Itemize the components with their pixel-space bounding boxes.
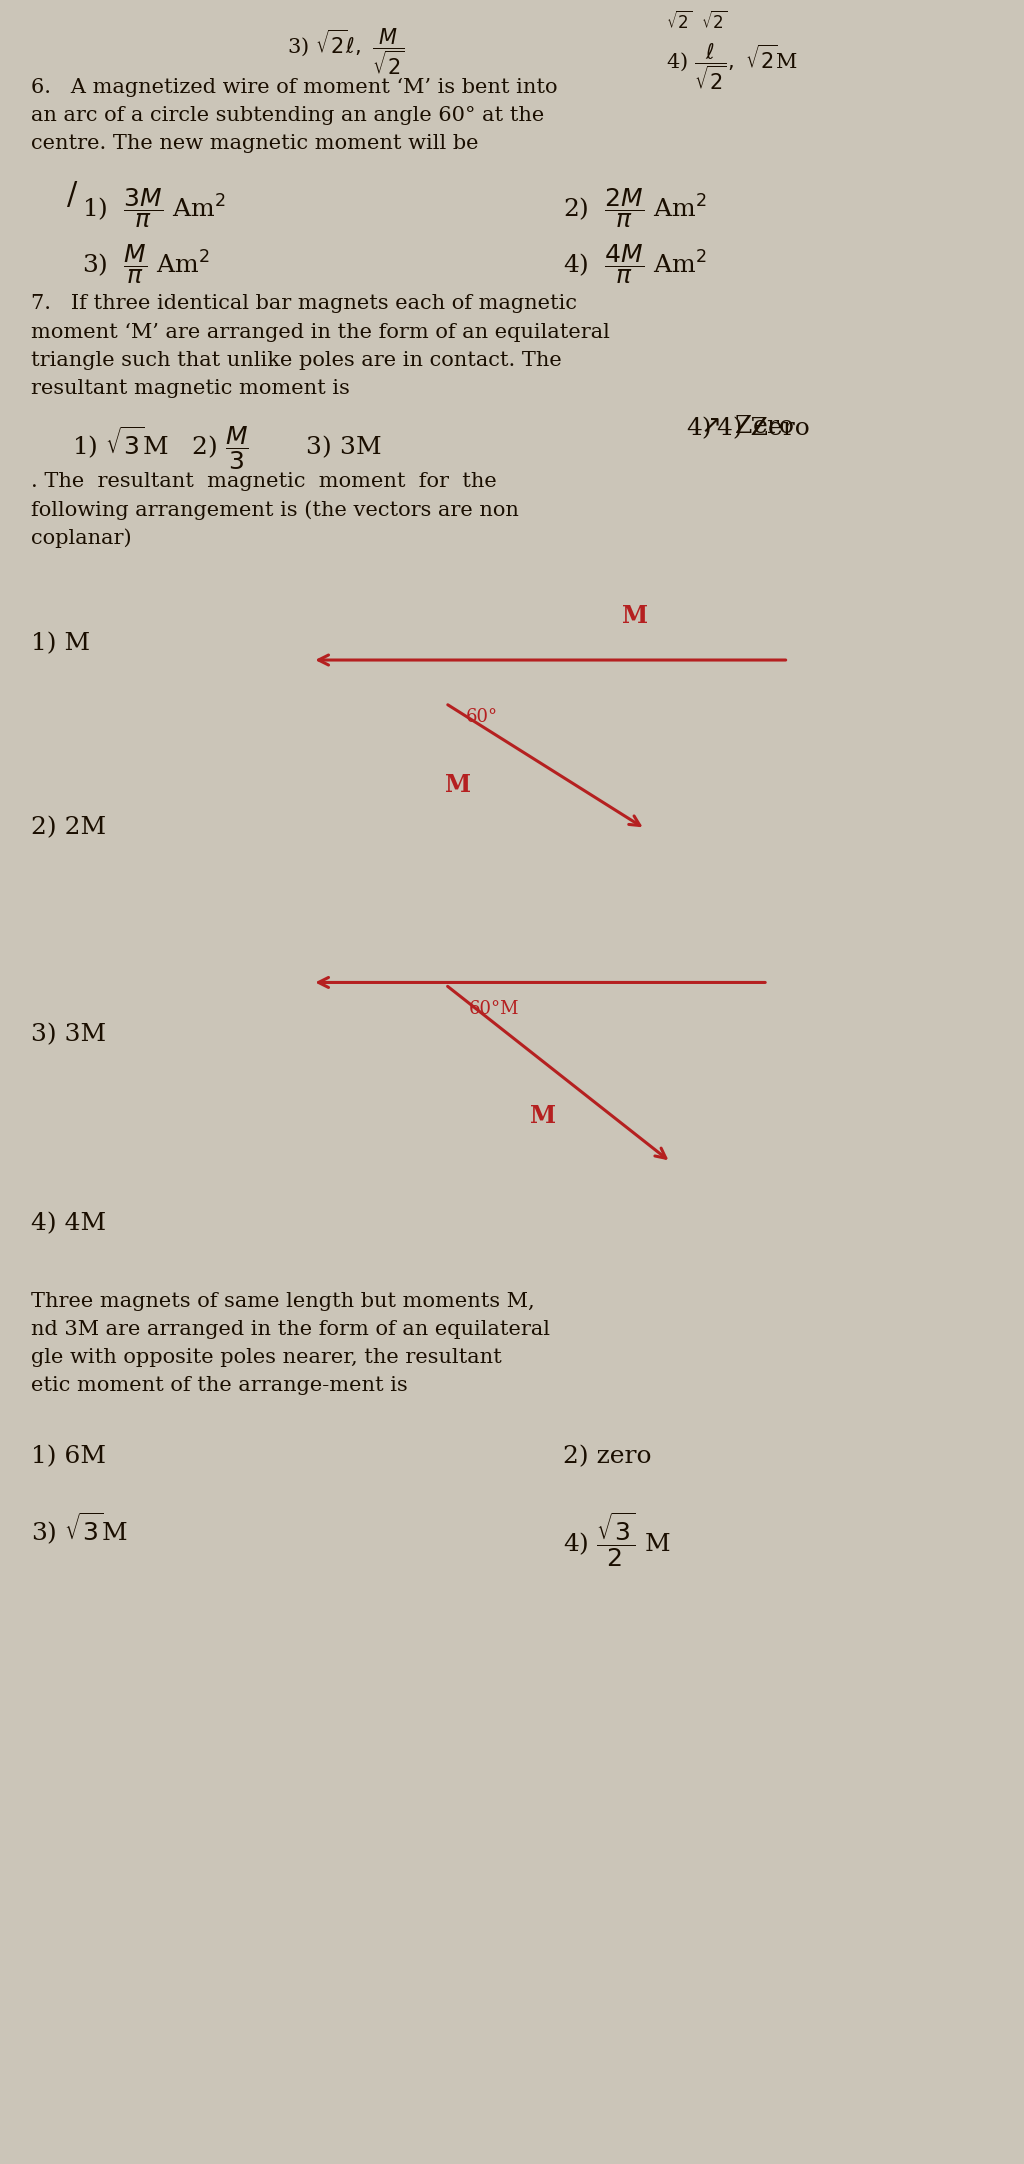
Text: 4): 4)	[686, 418, 712, 441]
Text: an arc of a circle subtending an angle 60° at the: an arc of a circle subtending an angle 6…	[31, 106, 544, 126]
Text: triangle such that unlike poles are in contact. The: triangle such that unlike poles are in c…	[31, 351, 561, 370]
Text: 4) 4M: 4) 4M	[31, 1212, 105, 1236]
Text: resultant magnetic moment is: resultant magnetic moment is	[31, 379, 349, 398]
Text: 1)  $\dfrac{3M}{\pi}$ Am$^2$: 1) $\dfrac{3M}{\pi}$ Am$^2$	[82, 186, 225, 229]
Text: 6.   A magnetized wire of moment ‘M’ is bent into: 6. A magnetized wire of moment ‘M’ is be…	[31, 78, 557, 97]
Text: 3) $\sqrt{2}\ell,\ \dfrac{M}{\sqrt{2}}$: 3) $\sqrt{2}\ell,\ \dfrac{M}{\sqrt{2}}$	[287, 26, 404, 78]
Text: coplanar): coplanar)	[31, 528, 131, 547]
Text: 3) $\sqrt{3}$M: 3) $\sqrt{3}$M	[31, 1510, 127, 1547]
Text: Three magnets of same length but moments M,: Three magnets of same length but moments…	[31, 1292, 535, 1311]
Text: $\sqrt{2}\ \ \sqrt{2}$: $\sqrt{2}\ \ \sqrt{2}$	[666, 11, 727, 32]
Text: 60°M: 60°M	[469, 1000, 519, 1017]
Text: 4) $\dfrac{\sqrt{3}}{2}$ M: 4) $\dfrac{\sqrt{3}}{2}$ M	[563, 1510, 671, 1569]
Text: 3)  $\dfrac{M}{\pi}$ Am$^2$: 3) $\dfrac{M}{\pi}$ Am$^2$	[82, 242, 210, 286]
Text: . The  resultant  magnetic  moment  for  the: . The resultant magnetic moment for the	[31, 472, 497, 491]
Text: /: /	[67, 180, 77, 210]
Text: 7.   If three identical bar magnets each of magnetic: 7. If three identical bar magnets each o…	[31, 294, 577, 314]
Text: 2) zero: 2) zero	[563, 1446, 651, 1469]
Text: 2) 2M: 2) 2M	[31, 816, 105, 840]
Text: gle with opposite poles nearer, the resultant: gle with opposite poles nearer, the resu…	[31, 1348, 502, 1368]
Text: 60°: 60°	[466, 708, 498, 725]
Text: $\nearrow$ Zero: $\nearrow$ Zero	[696, 415, 795, 439]
Text: 4)  $\dfrac{4M}{\pi}$ Am$^2$: 4) $\dfrac{4M}{\pi}$ Am$^2$	[563, 242, 707, 286]
Text: 3) 3M: 3) 3M	[31, 1024, 105, 1047]
Text: nd 3M are arranged in the form of an equilateral: nd 3M are arranged in the form of an equ…	[31, 1320, 550, 1340]
Text: 1) $\sqrt{3}$M   2) $\dfrac{M}{3}$       3) 3M: 1) $\sqrt{3}$M 2) $\dfrac{M}{3}$ 3) 3M	[72, 424, 381, 472]
Text: moment ‘M’ are arranged in the form of an equilateral: moment ‘M’ are arranged in the form of a…	[31, 322, 609, 342]
Text: 4) Zero: 4) Zero	[717, 418, 810, 441]
Text: centre. The new magnetic moment will be: centre. The new magnetic moment will be	[31, 134, 478, 154]
Text: following arrangement is (the vectors are non: following arrangement is (the vectors ar…	[31, 500, 518, 519]
Text: 1) M: 1) M	[31, 632, 90, 656]
Text: etic moment of the arrange-ment is: etic moment of the arrange-ment is	[31, 1376, 408, 1396]
Text: M: M	[445, 773, 472, 796]
Text: 1) 6M: 1) 6M	[31, 1446, 105, 1469]
Text: 2)  $\dfrac{2M}{\pi}$ Am$^2$: 2) $\dfrac{2M}{\pi}$ Am$^2$	[563, 186, 707, 229]
Text: M: M	[529, 1104, 556, 1127]
Text: M: M	[622, 604, 648, 628]
Text: 4) $\dfrac{\ell}{\sqrt{2}},\ \sqrt{2}$M: 4) $\dfrac{\ell}{\sqrt{2}},\ \sqrt{2}$M	[666, 41, 798, 93]
